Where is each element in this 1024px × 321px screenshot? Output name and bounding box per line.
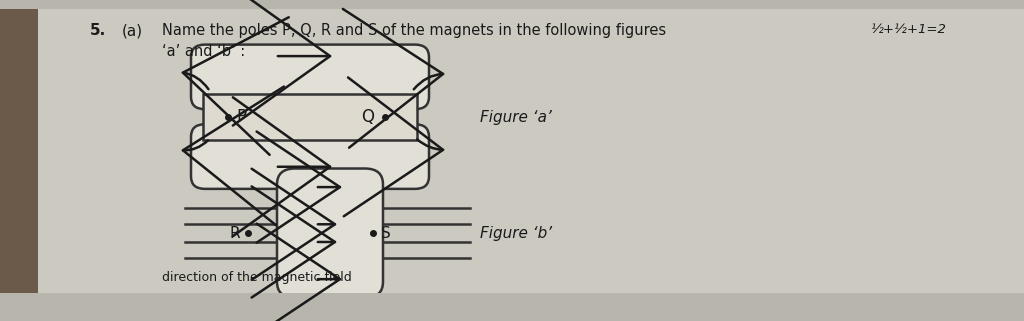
FancyBboxPatch shape (203, 94, 417, 140)
Text: Figure ‘b’: Figure ‘b’ (480, 226, 552, 241)
FancyBboxPatch shape (191, 124, 429, 189)
Text: 5.: 5. (90, 23, 106, 38)
Text: ‘a’ and ‘b’ :: ‘a’ and ‘b’ : (162, 44, 246, 59)
Text: (a): (a) (122, 23, 143, 38)
Text: Q: Q (361, 108, 374, 126)
FancyBboxPatch shape (278, 169, 383, 298)
FancyBboxPatch shape (0, 9, 38, 293)
FancyBboxPatch shape (191, 45, 429, 109)
Text: R: R (229, 226, 240, 241)
Text: Figure ‘a’: Figure ‘a’ (480, 110, 552, 125)
Text: ½+½+1=2: ½+½+1=2 (870, 23, 946, 36)
FancyBboxPatch shape (38, 9, 1024, 293)
Text: Name the poles P, Q, R and S of the magnets in the following figures: Name the poles P, Q, R and S of the magn… (162, 23, 667, 38)
Text: S: S (381, 226, 391, 241)
Text: P: P (236, 108, 246, 126)
Text: direction of the magnetic field: direction of the magnetic field (162, 272, 352, 284)
